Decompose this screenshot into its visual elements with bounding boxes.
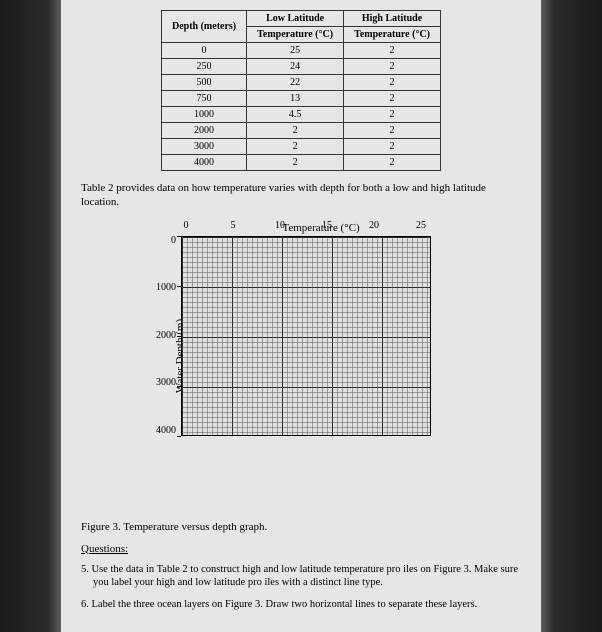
col-header-highlat: High Latitude <box>344 11 441 27</box>
col-subheader-lowlat: Temperature (°C) <box>247 27 344 43</box>
question-5: 5. Use the data in Table 2 to construct … <box>81 563 521 590</box>
y-axis-ticks: 0 1000 2000 3000 4000 <box>146 236 176 436</box>
worksheet-page: Depth (meters) Low Latitude High Latitud… <box>61 0 541 632</box>
depth-temp-chart: Temperature (°C) 0 5 10 15 20 25 Water D… <box>131 222 471 476</box>
figure-caption: Figure 3. Temperature versus depth graph… <box>81 521 521 533</box>
chart-grid <box>181 236 431 436</box>
temperature-depth-table: Depth (meters) Low Latitude High Latitud… <box>161 10 441 171</box>
table-row: 0252 <box>161 43 440 59</box>
col-subheader-highlat: Temperature (°C) <box>344 27 441 43</box>
table-row: 10004.52 <box>161 107 440 123</box>
table-caption: Table 2 provides data on how temperature… <box>81 181 521 210</box>
table-row: 400022 <box>161 155 440 171</box>
chart-area: 0 5 10 15 20 25 Water Depth (m) 0 1000 2… <box>181 236 471 476</box>
x-axis-ticks: 0 5 10 15 20 25 <box>181 220 431 231</box>
table-row: 250242 <box>161 59 440 75</box>
table-row: 500222 <box>161 75 440 91</box>
table-row: 750132 <box>161 91 440 107</box>
table-row: 200022 <box>161 123 440 139</box>
table-body: 0252 250242 500222 750132 10004.52 20002… <box>161 43 440 171</box>
question-6: 6. Label the three ocean layers on Figur… <box>81 598 521 612</box>
table-row: 300022 <box>161 139 440 155</box>
col-header-depth: Depth (meters) <box>161 11 246 43</box>
col-header-lowlat: Low Latitude <box>247 11 344 27</box>
